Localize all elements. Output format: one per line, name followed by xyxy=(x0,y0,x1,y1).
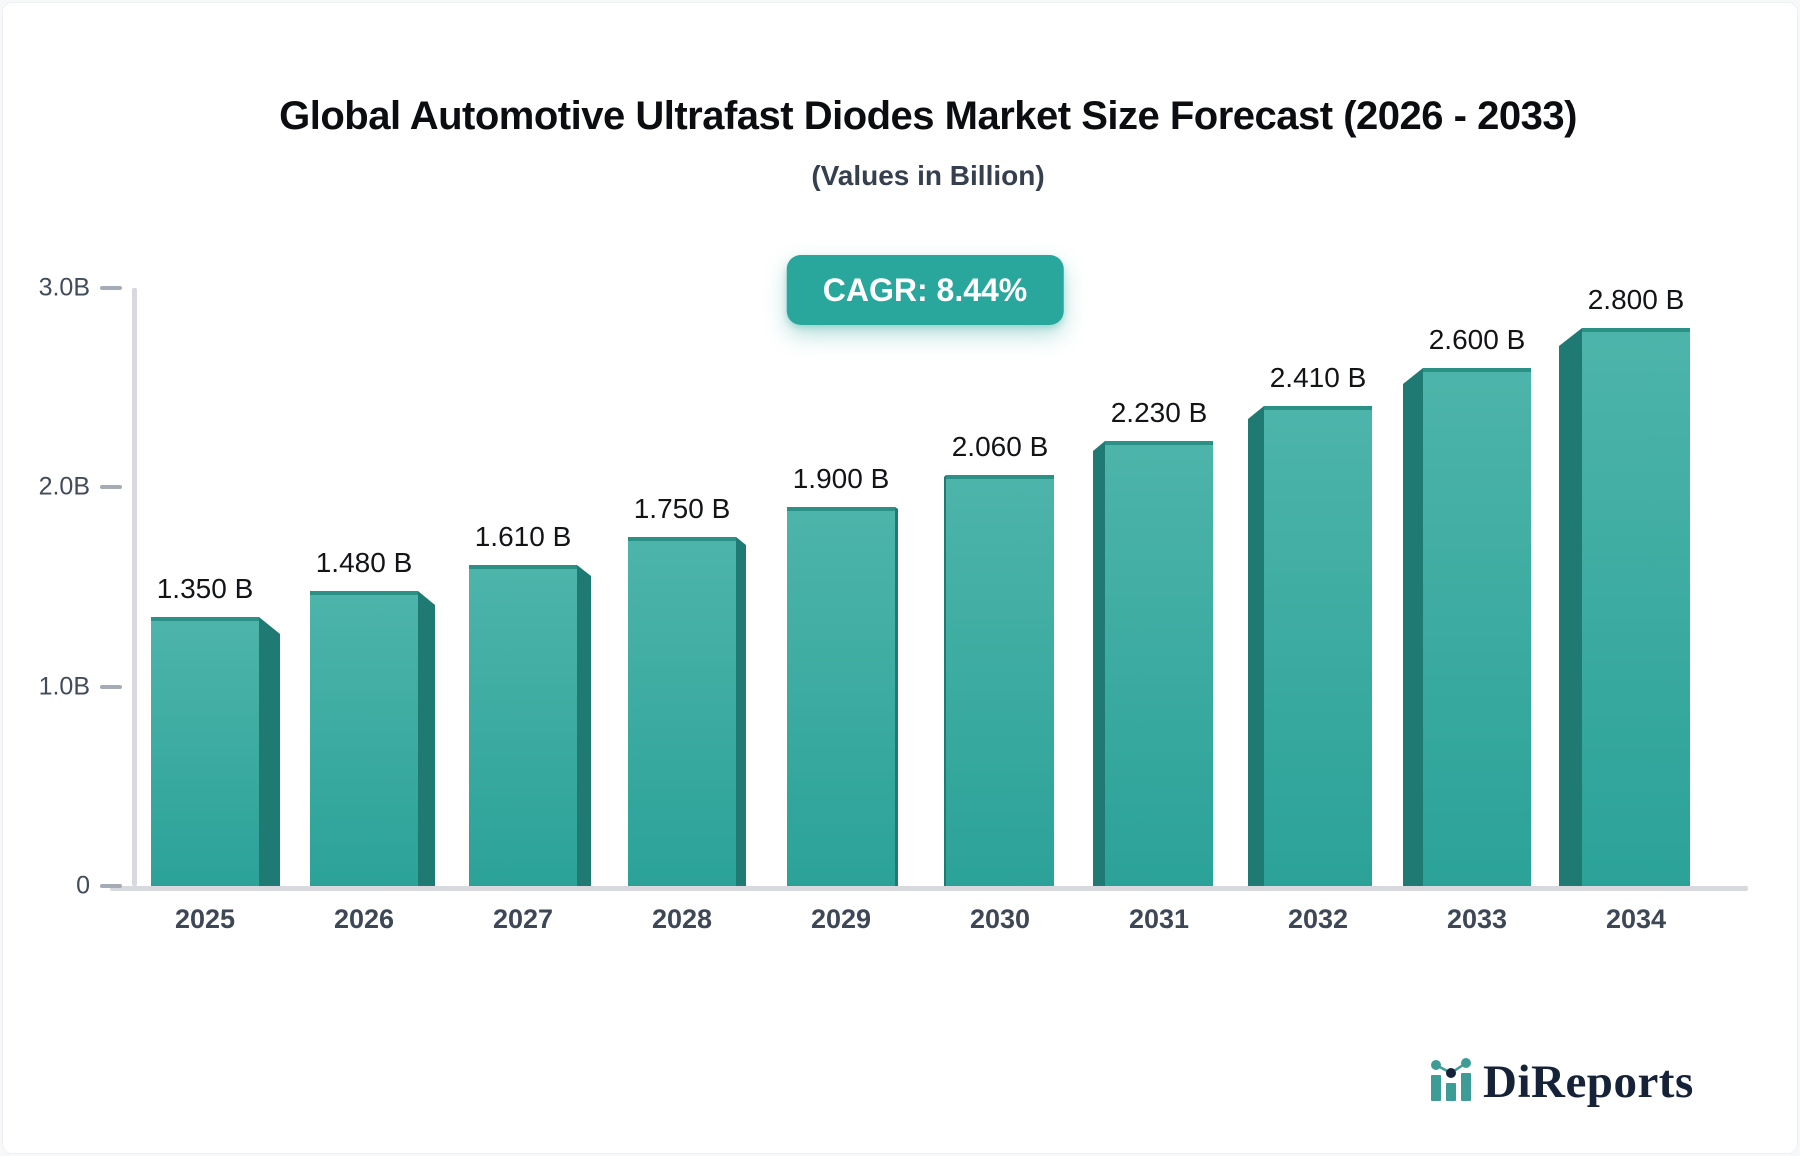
bar-2027 xyxy=(469,565,577,886)
bar-side-face xyxy=(259,617,280,886)
x-axis-label-2028: 2028 xyxy=(651,904,713,934)
x-axis-label-2032: 2032 xyxy=(1287,904,1349,934)
bar-2031 xyxy=(1105,441,1213,886)
bar-side-face xyxy=(418,591,435,886)
x-axis-label-2027: 2027 xyxy=(492,904,554,934)
chart-title: Global Automotive Ultrafast Diodes Marke… xyxy=(279,94,1577,138)
bar-value-label: 1.350 B xyxy=(156,573,254,604)
chart-subtitle: (Values in Billion) xyxy=(811,160,1045,191)
y-tick-dash xyxy=(100,684,122,689)
bar-2026 xyxy=(310,591,418,886)
bar-2033 xyxy=(1423,368,1531,886)
bar-value-label: 2.410 B xyxy=(1269,362,1367,393)
x-axis-label-2030: 2030 xyxy=(969,904,1031,934)
bar-side-face xyxy=(1093,441,1105,886)
watermark-text: DiReports xyxy=(1483,1055,1694,1108)
y-tick-label: 2.0B xyxy=(38,472,90,501)
bar-2030 xyxy=(946,475,1054,886)
bar-value-label: 2.800 B xyxy=(1587,284,1685,315)
bar-side-face xyxy=(736,537,746,886)
cagr-badge: CAGR: 8.44% xyxy=(786,255,1064,325)
y-tick-dash xyxy=(100,485,122,490)
plot-area: 0 1.0B 2.0B 3.0B 1.350 B 1.480 B 1.610 B 1.750… xyxy=(39,274,1748,934)
bar-side-face xyxy=(1248,406,1264,886)
bar-side-face xyxy=(1559,328,1582,886)
bar-2025 xyxy=(151,617,259,886)
bar-side-face xyxy=(1403,368,1423,886)
bar-side-face xyxy=(895,507,898,886)
x-axis-label-2034: 2034 xyxy=(1605,904,1667,934)
x-axis-label-2033: 2033 xyxy=(1446,904,1508,934)
y-axis-line xyxy=(132,288,137,886)
y-tick-dash xyxy=(100,286,122,290)
bar-2028 xyxy=(628,537,736,886)
bar-side-face xyxy=(577,565,591,886)
x-axis-line xyxy=(110,886,1748,891)
x-axis-label-2025: 2025 xyxy=(174,904,236,934)
bar-2032 xyxy=(1264,406,1372,886)
bar-side-face xyxy=(944,475,946,886)
y-tick-label: 3.0B xyxy=(38,273,90,302)
x-axis-label-2026: 2026 xyxy=(333,904,395,934)
bar-value-label: 1.900 B xyxy=(792,463,890,494)
bar-2034 xyxy=(1582,328,1690,886)
bar-2029 xyxy=(787,507,895,886)
y-tick-dash xyxy=(100,884,122,888)
bar-value-label: 2.060 B xyxy=(951,431,1049,462)
y-tick-label: 1.0B xyxy=(38,672,90,701)
bar-value-label: 2.230 B xyxy=(1110,397,1208,428)
mini-bar-line-chart-icon xyxy=(1431,1058,1471,1101)
bar-value-label: 1.480 B xyxy=(315,547,413,578)
watermark-logo: DiReports xyxy=(1428,1052,1694,1108)
bar-value-label: 2.600 B xyxy=(1428,324,1526,355)
y-tick-label: 0 xyxy=(76,871,90,900)
x-axis-label-2029: 2029 xyxy=(810,904,872,934)
bar-value-label: 1.750 B xyxy=(633,493,731,524)
x-axis-label-2031: 2031 xyxy=(1128,904,1190,934)
bar-value-label: 1.610 B xyxy=(474,521,572,552)
